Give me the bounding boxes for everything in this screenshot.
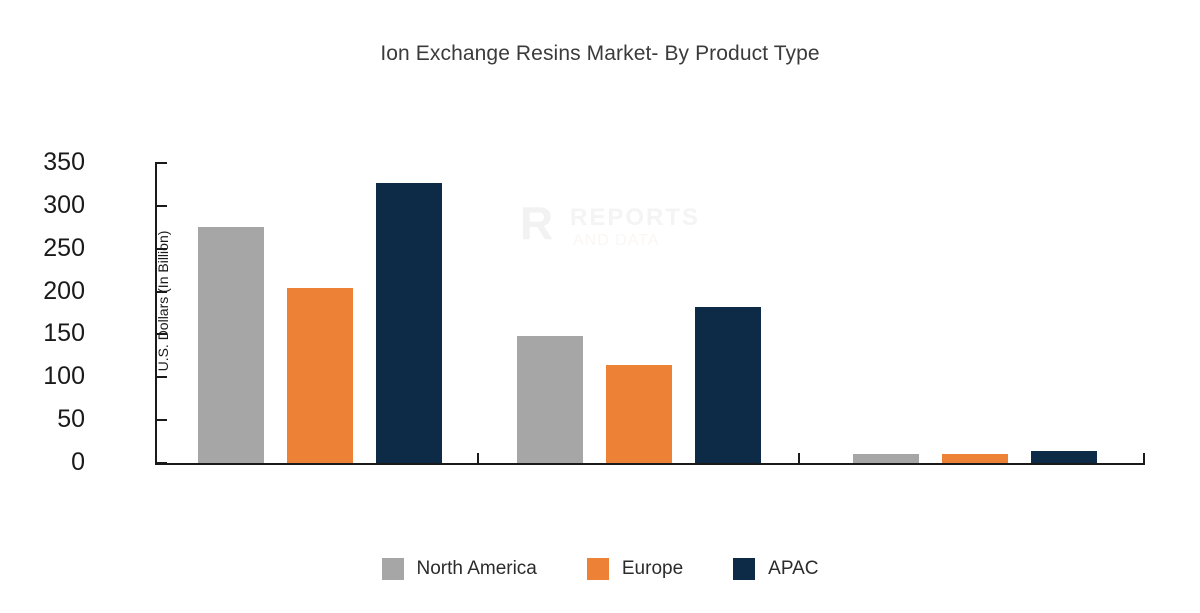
legend-label: North America xyxy=(416,558,537,579)
bar-north-america-3[interactable] xyxy=(853,453,919,463)
bar-europe-3[interactable] xyxy=(942,453,1008,463)
y-tick-label-0: 0 xyxy=(71,448,85,476)
legend-item-apac[interactable]: APAC xyxy=(733,558,819,580)
bar-europe-2[interactable] xyxy=(606,365,672,463)
bar-europe-1[interactable] xyxy=(287,288,353,463)
chart-legend: North America Europe APAC xyxy=(0,558,1200,580)
bar-apac-1[interactable] xyxy=(376,182,442,463)
y-tick-label-50: 50 xyxy=(57,405,85,434)
y-axis-label: U.S. Dollars (In Billion) xyxy=(155,230,171,372)
legend-swatch-icon xyxy=(586,558,609,580)
y-tick-150 xyxy=(155,333,167,336)
y-tick-label-100: 100 xyxy=(43,362,85,391)
bar-apac-3[interactable] xyxy=(1031,451,1097,463)
y-tick-label-350: 350 xyxy=(43,148,85,176)
y-axis-line xyxy=(155,163,157,464)
y-tick-100 xyxy=(155,376,167,379)
legend-item-europe[interactable]: Europe xyxy=(586,558,684,580)
y-tick-200 xyxy=(155,290,167,293)
y-tick-label-200: 200 xyxy=(43,276,85,305)
y-tick-250 xyxy=(155,247,167,250)
legend-label: APAC xyxy=(768,558,819,579)
y-tick-0 xyxy=(155,462,167,464)
y-tick-300 xyxy=(155,204,167,207)
y-tick-label-150: 150 xyxy=(43,319,85,348)
y-tick-label-250: 250 xyxy=(43,233,85,262)
plot-area: U.S. Dollars (In Billion) 0 50 100 150 200 25… xyxy=(43,150,1145,475)
x-tick-0 xyxy=(155,453,157,465)
x-tick-3 xyxy=(1143,453,1145,465)
x-tick-1 xyxy=(477,453,479,465)
legend-swatch-icon xyxy=(733,558,756,580)
bar-north-america-1[interactable] xyxy=(198,227,264,463)
legend-item-north-america[interactable]: North America xyxy=(381,558,537,580)
bar-apac-2[interactable] xyxy=(695,307,761,463)
y-tick-350 xyxy=(155,162,167,164)
y-tick-label-300: 300 xyxy=(43,190,85,219)
legend-label: Europe xyxy=(621,558,684,579)
x-axis-line xyxy=(155,463,1145,465)
bar-north-america-2[interactable] xyxy=(517,336,583,463)
x-tick-2 xyxy=(798,453,800,465)
page-title: Ion Exchange Resins Market- By Product T… xyxy=(380,42,820,65)
legend-swatch-icon xyxy=(381,558,404,580)
y-tick-50 xyxy=(155,419,167,422)
